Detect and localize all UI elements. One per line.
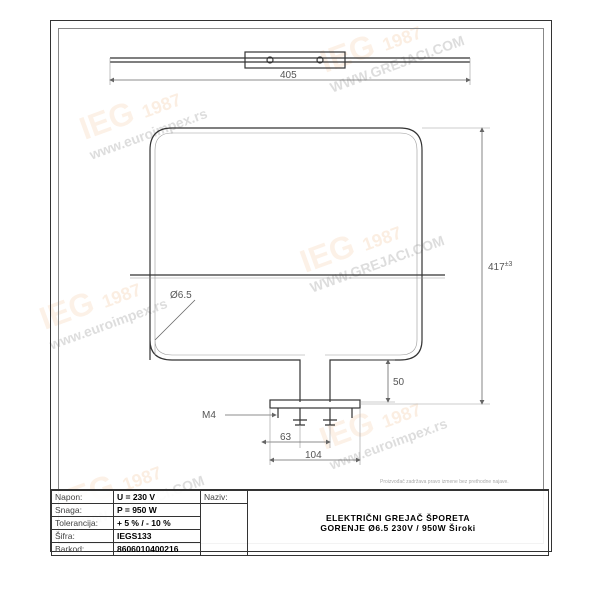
row-value: U = 230 V <box>114 491 201 504</box>
dim-sp2: 104 <box>305 450 322 461</box>
title-block: Napon: U = 230 V Naziv: ELEKTRIČNI GREJA… <box>51 489 549 550</box>
dim-stub: 50 <box>393 377 405 388</box>
front-view: Ø6.5 M4 50 63 104 417±3 <box>130 128 513 465</box>
fineprint: Proizvođač zadržava pravo izmene bez pre… <box>380 479 530 485</box>
dim-thread: M4 <box>202 410 216 421</box>
dim-top-width: 405 <box>280 70 297 81</box>
top-view: 405 <box>110 52 470 85</box>
dim-diameter: Ø6.5 <box>170 290 192 301</box>
naziv-label: Naziv: <box>201 491 248 504</box>
row-label: Napon: <box>52 491 114 504</box>
dim-height: 417±3 <box>488 261 513 273</box>
drawing-title: ELEKTRIČNI GREJAČ ŠPORETA GORENJE Ø6.5 2… <box>248 491 549 556</box>
drawing-page: IEG 1987www.euroimpex.rsIEG 1987WWW.GREJ… <box>0 0 600 600</box>
dim-sp1: 63 <box>280 432 292 443</box>
